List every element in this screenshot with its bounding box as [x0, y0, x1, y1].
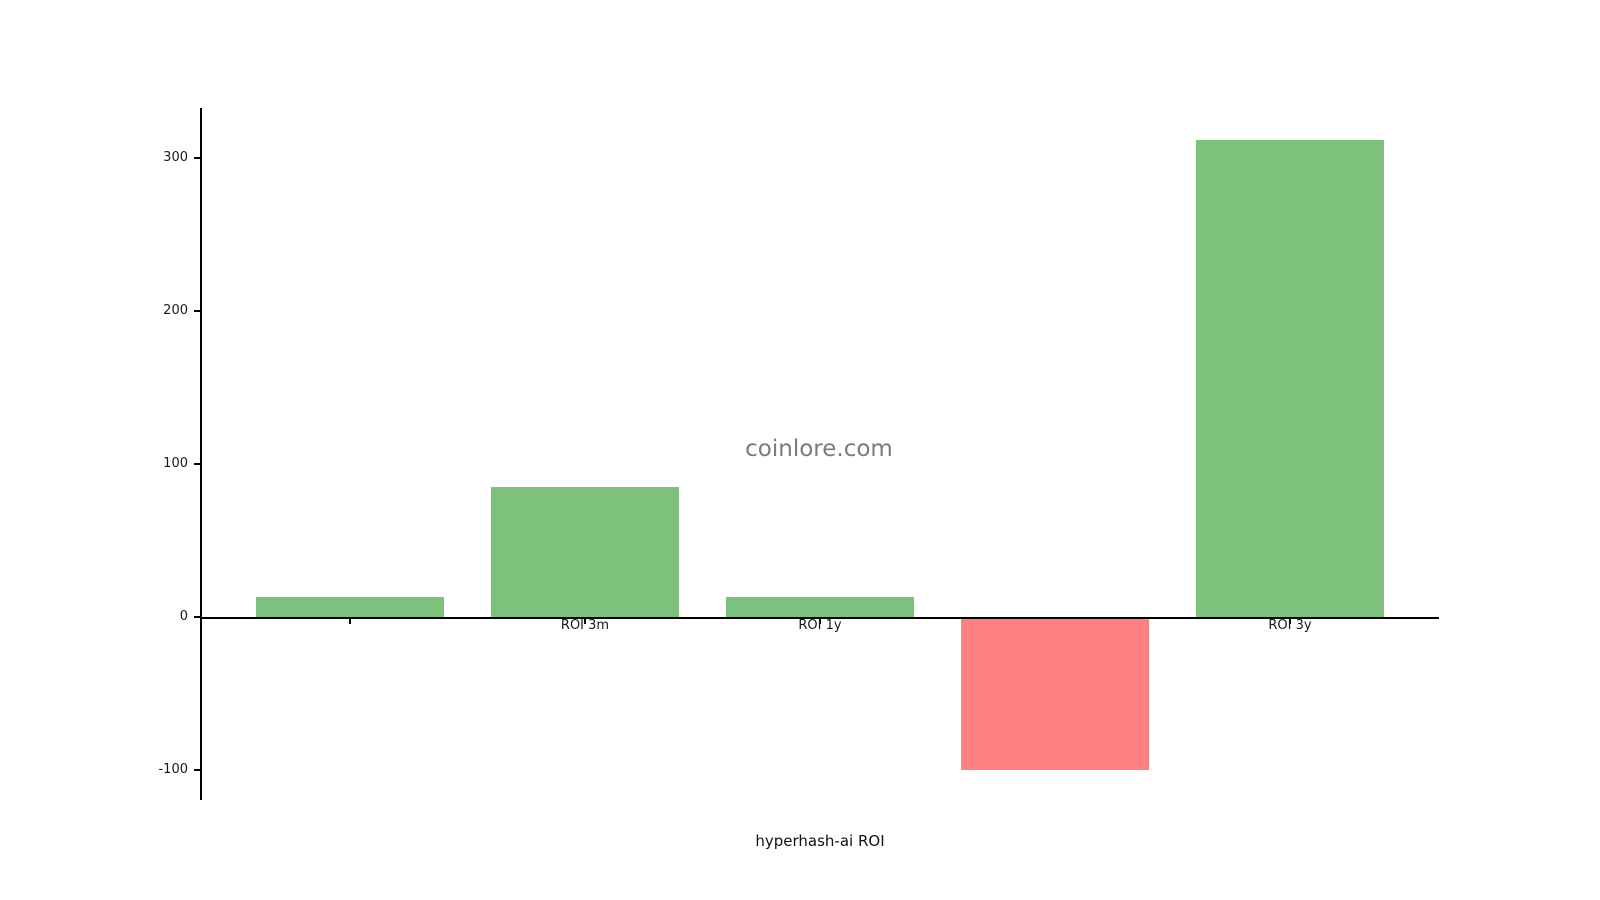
x-tick-mark: [349, 618, 351, 624]
y-tick-mark: [194, 463, 201, 465]
bar-roi-3m: [491, 486, 679, 617]
watermark: coinlore.com: [745, 436, 893, 462]
bar-roi-3y: [1196, 139, 1384, 617]
y-tick-mark: [194, 616, 201, 618]
bar-category-1: [256, 597, 444, 617]
x-axis-line: [200, 617, 1439, 619]
y-tick-label: 100: [163, 456, 188, 471]
x-tick-label: ROI 1y: [798, 618, 842, 633]
y-tick-mark: [194, 769, 201, 771]
x-tick-label: ROI 3m: [560, 618, 610, 633]
y-tick-label: -100: [158, 762, 188, 777]
y-tick-label: 0: [179, 609, 188, 624]
y-tick-label: 200: [163, 303, 188, 318]
x-tick-label: ROI 3y: [1268, 618, 1312, 633]
x-tick-mark: [1289, 618, 1291, 624]
y-tick-mark: [194, 157, 201, 159]
chart-title: hyperhash-ai ROI: [755, 832, 885, 850]
y-tick-label: 300: [163, 150, 188, 165]
x-tick-mark: [584, 618, 586, 624]
y-axis-line: [200, 108, 202, 800]
bar-roi-1y: [726, 597, 914, 617]
x-tick-mark: [819, 618, 821, 624]
y-tick-mark: [194, 310, 201, 312]
bar-category-4: [961, 618, 1149, 771]
